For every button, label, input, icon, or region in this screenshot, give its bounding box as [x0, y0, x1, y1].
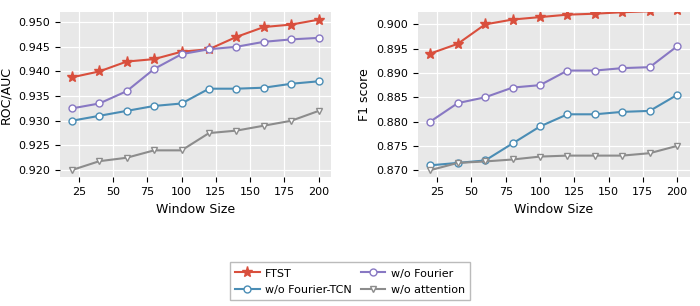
FTST [260, 25, 268, 29]
FTST [454, 42, 462, 46]
X-axis label: Window Size: Window Size [514, 203, 594, 216]
w/o attention [177, 148, 186, 152]
FTST [205, 47, 214, 51]
FTST [122, 60, 131, 63]
Line: w/o Fourier: w/o Fourier [427, 43, 680, 125]
w/o Fourier [68, 106, 76, 110]
w/o Fourier-TCN [673, 93, 681, 97]
w/o attention [645, 151, 654, 155]
FTST [645, 9, 654, 13]
w/o Fourier [205, 47, 214, 51]
w/o Fourier-TCN [122, 109, 131, 113]
w/o Fourier [95, 102, 104, 105]
w/o Fourier [536, 83, 544, 87]
w/o Fourier-TCN [177, 102, 186, 105]
Legend: FTST, w/o Fourier-TCN, w/o Fourier, w/o attention: FTST, w/o Fourier-TCN, w/o Fourier, w/o … [230, 262, 470, 300]
w/o Fourier-TCN [591, 113, 599, 116]
w/o Fourier-TCN [205, 87, 214, 91]
w/o Fourier-TCN [564, 113, 572, 116]
w/o Fourier [454, 101, 462, 105]
w/o attention [481, 160, 489, 163]
w/o Fourier [177, 52, 186, 56]
FTST [508, 18, 517, 21]
w/o Fourier [564, 69, 572, 73]
FTST [95, 69, 104, 73]
w/o attention [536, 155, 544, 159]
Y-axis label: F1 score: F1 score [358, 69, 371, 121]
w/o Fourier [645, 65, 654, 69]
w/o Fourier [481, 95, 489, 99]
w/o Fourier-TCN [260, 86, 268, 90]
FTST [150, 57, 158, 61]
FTST [314, 18, 323, 21]
w/o attention [205, 131, 214, 135]
w/o Fourier-TCN [536, 125, 544, 128]
FTST [591, 12, 599, 16]
FTST [536, 15, 544, 19]
w/o Fourier-TCN [95, 114, 104, 118]
w/o attention [673, 144, 681, 148]
Line: FTST: FTST [66, 14, 324, 83]
FTST [68, 76, 76, 79]
Line: w/o Fourier-TCN: w/o Fourier-TCN [69, 78, 322, 124]
w/o Fourier-TCN [645, 109, 654, 113]
w/o Fourier [287, 38, 295, 41]
w/o Fourier [673, 44, 681, 48]
w/o attention [426, 168, 435, 172]
w/o Fourier [260, 40, 268, 44]
w/o Fourier-TCN [314, 80, 323, 83]
FTST [426, 52, 435, 55]
w/o Fourier [426, 120, 435, 123]
Line: w/o Fourier-TCN: w/o Fourier-TCN [427, 91, 680, 169]
w/o attention [454, 161, 462, 165]
Line: FTST: FTST [425, 4, 682, 59]
w/o Fourier [314, 36, 323, 40]
w/o Fourier [618, 66, 626, 70]
w/o Fourier-TCN [454, 161, 462, 165]
w/o Fourier [591, 69, 599, 73]
w/o attention [260, 124, 268, 128]
w/o Fourier-TCN [232, 87, 241, 91]
w/o attention [591, 154, 599, 158]
Line: w/o Fourier: w/o Fourier [69, 34, 322, 112]
w/o Fourier-TCN [68, 119, 76, 123]
w/o Fourier [232, 45, 241, 49]
w/o attention [314, 109, 323, 113]
Line: w/o attention: w/o attention [69, 107, 322, 174]
w/o attention [122, 156, 131, 160]
w/o Fourier-TCN [287, 82, 295, 86]
w/o Fourier-TCN [508, 142, 517, 145]
X-axis label: Window Size: Window Size [155, 203, 234, 216]
FTST [481, 23, 489, 26]
FTST [232, 35, 241, 39]
w/o attention [232, 129, 241, 132]
FTST [287, 23, 295, 26]
w/o attention [68, 168, 76, 172]
FTST [177, 50, 186, 54]
Line: w/o attention: w/o attention [427, 142, 680, 174]
w/o attention [564, 154, 572, 158]
w/o Fourier-TCN [426, 163, 435, 167]
w/o attention [508, 158, 517, 161]
w/o attention [150, 148, 158, 152]
FTST [564, 13, 572, 17]
w/o Fourier-TCN [618, 110, 626, 114]
w/o attention [95, 159, 104, 163]
w/o Fourier [508, 86, 517, 89]
Y-axis label: ROC/AUC: ROC/AUC [0, 66, 13, 124]
w/o Fourier-TCN [150, 104, 158, 108]
FTST [618, 10, 626, 14]
w/o Fourier [150, 67, 158, 71]
w/o attention [618, 154, 626, 158]
w/o Fourier-TCN [481, 159, 489, 162]
FTST [673, 8, 681, 12]
w/o Fourier [122, 89, 131, 93]
w/o attention [287, 119, 295, 123]
